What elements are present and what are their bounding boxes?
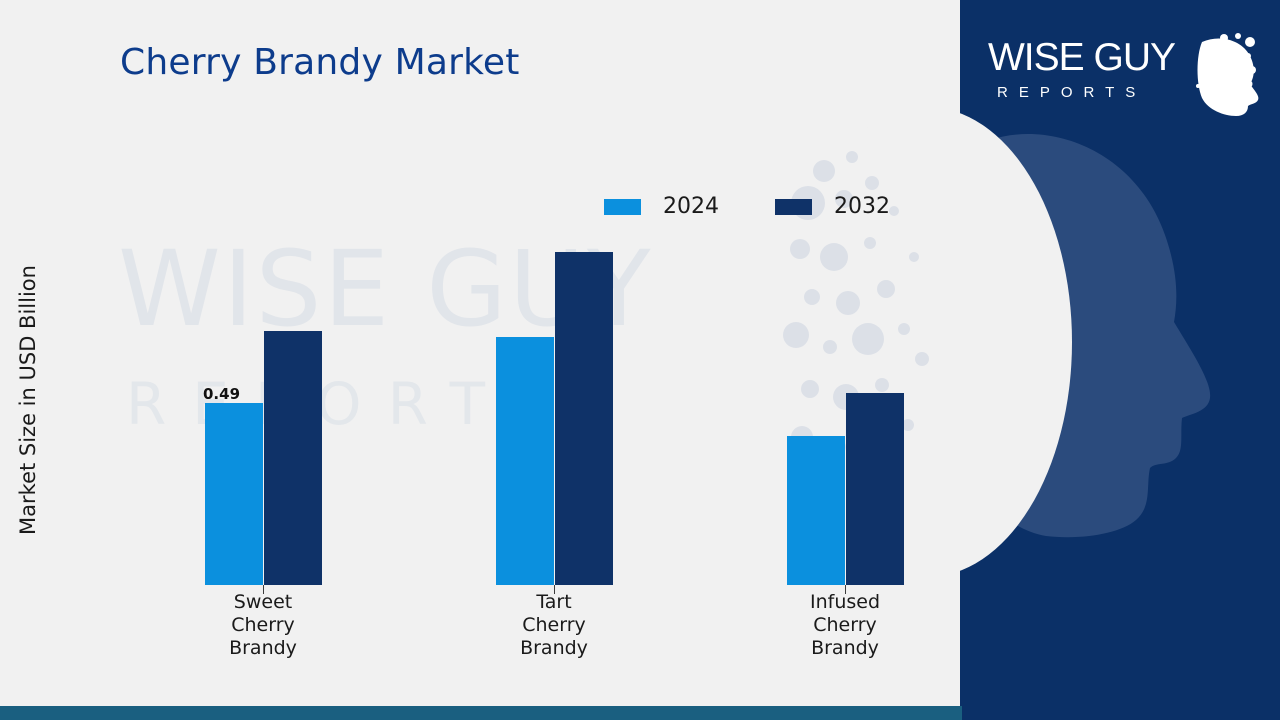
brand-logo[interactable]: WISE GUY REPORTS [988,33,1260,116]
x-tick-sweet [263,585,264,594]
x-label-tart-line2: Cherry [522,614,586,636]
x-tick-infused [845,585,846,594]
y-axis-label: Market Size in USD Billion [16,265,40,535]
bar-2032-tart[interactable] [555,252,613,585]
page-title: Cherry Brandy Market [120,42,520,83]
x-label-tart-line1: Tart [536,591,572,613]
x-label-infused-line1: Infused [809,591,881,613]
logo-wordmark: WISE GUY [988,36,1176,79]
x-label-sweet-line3: Brandy [229,637,297,659]
x-axis-line [96,585,932,586]
legend-swatch-2032-icon [775,198,812,215]
x-label-sweet-line2: Cherry [231,614,295,636]
legend-label-2024: 2024 [663,194,719,219]
x-label-sweet-line1: Sweet [233,591,293,613]
x-tick-tart [554,585,555,594]
chart-legend: 2024 2032 [604,194,890,219]
x-label-infused-line2: Cherry [813,614,877,636]
bar-value-sweet-2024: 0.49 [203,385,241,403]
logo-subtitle: REPORTS [997,84,1147,101]
legend-item-2024[interactable]: 2024 [604,194,719,219]
bar-2024-tart[interactable] [496,337,554,585]
plot-area: Market Size in USD Billion 0.49 Sweet Ch… [16,252,935,660]
x-label-tart: Tart Cherry Brandy [464,591,644,660]
x-label-infused: Infused Cherry Brandy [755,591,935,660]
x-label-infused-line3: Brandy [811,637,879,659]
x-label-tart-line3: Brandy [520,637,588,659]
bar-2032-sweet[interactable] [264,331,322,585]
legend-item-2032[interactable]: 2032 [775,194,890,219]
x-label-sweet: Sweet Cherry Brandy [173,591,353,660]
legend-label-2032: 2032 [834,194,890,219]
legend-swatch-2024-icon [604,198,641,215]
bar-2032-infused[interactable] [846,393,904,585]
bar-2024-infused[interactable] [787,436,845,585]
head-profile-icon [1197,38,1259,116]
bar-2024-sweet[interactable] [205,403,263,585]
bottom-accent-bar [0,706,962,720]
